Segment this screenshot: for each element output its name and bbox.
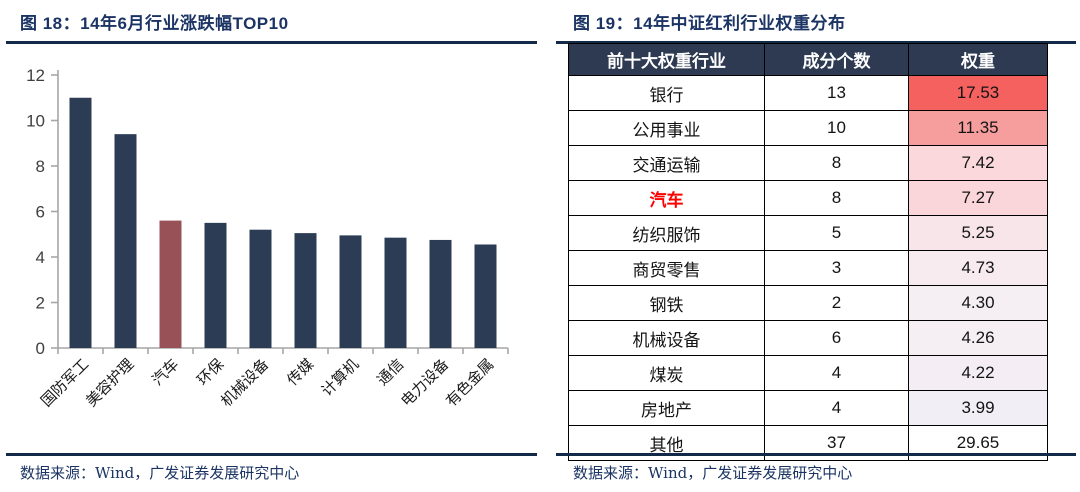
industry-cell: 煤炭 (568, 355, 765, 391)
table-row: 商贸零售 3 4.73 (568, 250, 1048, 286)
weight-cell: 4.73 (908, 250, 1048, 286)
weight-cell: 7.27 (908, 180, 1048, 216)
figure-18-source-note: 数据来源：Wind，广发证券发展研究中心 (20, 464, 300, 482)
column-header-weight: 权重 (908, 43, 1048, 76)
industry-cell: 交通运输 (568, 145, 765, 181)
y-tick-label: 0 (36, 339, 45, 358)
table-row: 机械设备 6 4.26 (568, 320, 1048, 356)
weight-cell: 3.99 (908, 390, 1048, 426)
weight-table: 前十大权重行业 成分个数 权重 银行 13 17.53 公用事业 10 11.35 交通运输… (568, 43, 1048, 461)
bar (69, 97, 92, 348)
bar (429, 239, 452, 348)
figure-19-source-note: 数据来源：Wind，广发证券发展研究中心 (573, 464, 853, 482)
y-tick-label: 10 (26, 112, 45, 131)
table-row: 汽车 8 7.27 (568, 180, 1048, 216)
x-category-label: 通信 (374, 356, 407, 389)
table-row: 煤炭 4 4.22 (568, 355, 1048, 391)
count-cell: 5 (764, 215, 909, 251)
bar (249, 229, 272, 348)
count-cell: 3 (764, 250, 909, 286)
table-row: 纺织服饰 5 5.25 (568, 215, 1048, 251)
table-row: 钢铁 2 4.30 (568, 285, 1048, 321)
count-cell: 6 (764, 320, 909, 356)
count-cell: 10 (764, 110, 909, 146)
weight-cell: 4.26 (908, 320, 1048, 356)
industry-cell: 汽车 (568, 180, 765, 216)
y-tick-label: 8 (36, 157, 45, 176)
count-cell: 4 (764, 390, 909, 426)
x-category-label: 有色金属 (443, 356, 497, 410)
y-tick-label: 2 (36, 294, 45, 313)
figure-19-title: 图 19：14年中证红利行业权重分布 (573, 14, 846, 33)
industry-cell: 纺织服饰 (568, 215, 765, 251)
figure-18-title-divider (6, 41, 537, 44)
weight-table-body: 银行 13 17.53 公用事业 10 11.35 交通运输 8 7.42 汽车 8 7.27 纺织服饰… (568, 75, 1048, 461)
count-cell: 2 (764, 285, 909, 321)
table-row: 交通运输 8 7.42 (568, 145, 1048, 181)
weight-cell: 7.42 (908, 145, 1048, 181)
figure-19-bottom-divider (556, 453, 1076, 456)
industry-cell: 钢铁 (568, 285, 765, 321)
bar (339, 235, 362, 348)
x-category-label: 环保 (194, 356, 227, 389)
x-category-label: 传媒 (284, 356, 317, 389)
x-category-label: 汽车 (149, 356, 182, 389)
figure-19-title-divider (556, 41, 1076, 44)
x-category-label: 机械设备 (218, 356, 272, 410)
figure-18-title: 图 18：14年6月行业涨跌幅TOP10 (20, 14, 289, 33)
industry-cell: 公用事业 (568, 110, 765, 146)
bar (474, 244, 497, 348)
column-header-industry: 前十大权重行业 (568, 43, 765, 76)
weight-cell: 4.30 (908, 285, 1048, 321)
x-category-label: 计算机 (318, 355, 363, 400)
industry-cell: 机械设备 (568, 320, 765, 356)
weight-cell: 5.25 (908, 215, 1048, 251)
count-cell: 8 (764, 145, 909, 181)
table-row: 公用事业 10 11.35 (568, 110, 1048, 146)
count-cell: 13 (764, 75, 909, 111)
figure-18-bottom-divider (6, 453, 537, 456)
count-cell: 8 (764, 180, 909, 216)
bar (384, 237, 407, 348)
y-tick-label: 12 (26, 66, 45, 85)
industry-cell: 银行 (568, 75, 765, 111)
weight-table-header: 前十大权重行业 成分个数 权重 (568, 43, 1048, 76)
industry-cell: 商贸零售 (568, 250, 765, 286)
bar (204, 222, 227, 348)
bar (114, 134, 137, 348)
y-tick-label: 6 (36, 203, 45, 222)
bar (294, 233, 317, 348)
x-category-label: 国防军工 (38, 356, 92, 410)
column-header-count: 成分个数 (764, 43, 909, 76)
table-row: 房地产 4 3.99 (568, 390, 1048, 426)
bar (159, 220, 182, 348)
x-category-label: 美容护理 (83, 356, 137, 410)
x-category-label: 电力设备 (398, 356, 452, 410)
count-cell: 4 (764, 355, 909, 391)
y-tick-label: 4 (36, 248, 45, 267)
weight-cell: 11.35 (908, 110, 1048, 146)
weight-cell: 4.22 (908, 355, 1048, 391)
weight-cell: 17.53 (908, 75, 1048, 111)
industry-cell: 房地产 (568, 390, 765, 426)
table-row: 银行 13 17.53 (568, 75, 1048, 111)
